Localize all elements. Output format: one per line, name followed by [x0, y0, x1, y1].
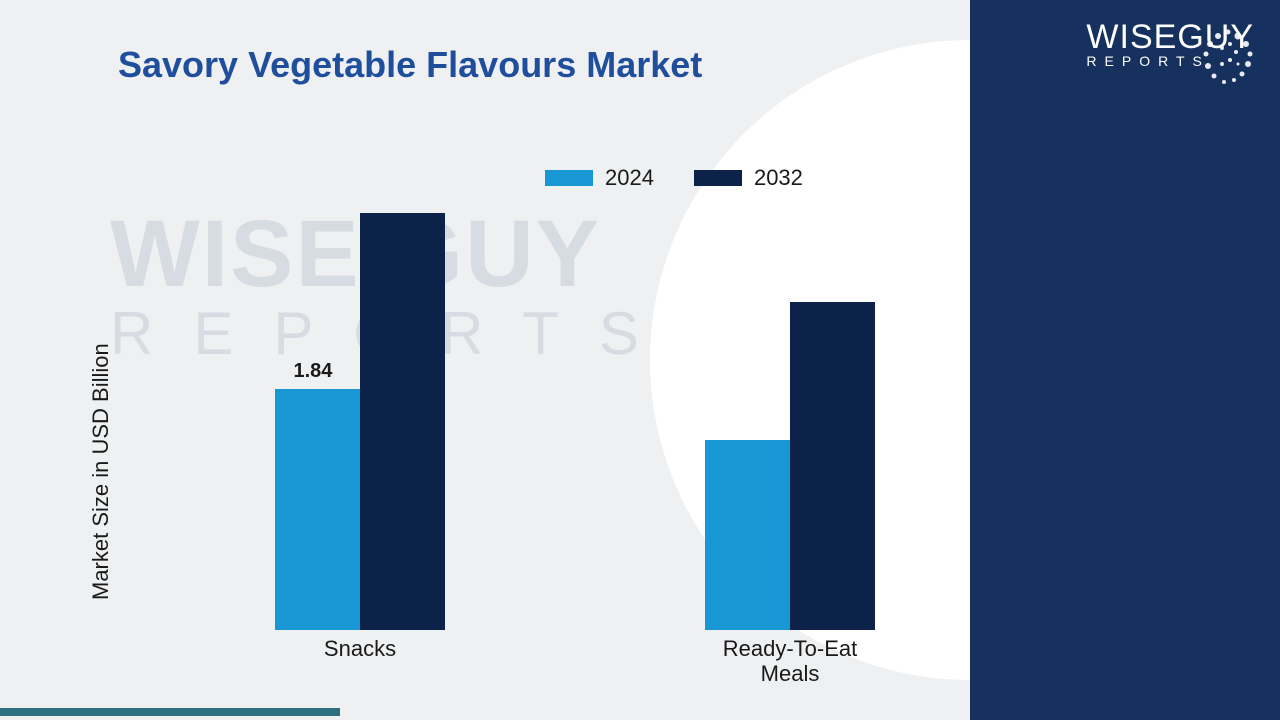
bar [275, 389, 360, 631]
chart-title: Savory Vegetable Flavours Market [118, 44, 702, 86]
bar-value-label: 1.84 [294, 360, 333, 383]
legend: 2024 2032 [545, 165, 803, 191]
bar [790, 302, 875, 630]
plot-area: 1.84Snacks Ready-To-EatMeals [130, 210, 990, 630]
x-axis-label: Snacks [250, 630, 470, 661]
brand-logo: WISEGUY REPORTS [1086, 18, 1254, 69]
legend-item-2024: 2024 [545, 165, 654, 191]
brand-head-icon [1200, 24, 1260, 94]
y-axis-label: Market Size in USD Billion [88, 343, 114, 600]
brand-logo-word1: WISE [1086, 18, 1177, 56]
legend-swatch-2032 [694, 170, 742, 186]
legend-item-2032: 2032 [694, 165, 803, 191]
x-axis-label: Ready-To-EatMeals [680, 630, 900, 687]
bar [705, 440, 790, 630]
bar-group: Ready-To-EatMeals [705, 210, 875, 630]
legend-label-2032: 2032 [754, 165, 803, 191]
bar-group: 1.84Snacks [275, 210, 445, 630]
chart-stage: WISE GUY REPORTS WISEGUY REPORTS Savory … [0, 0, 1280, 720]
bar [360, 213, 445, 630]
legend-swatch-2024 [545, 170, 593, 186]
bottom-accent-line [0, 708, 340, 716]
legend-label-2024: 2024 [605, 165, 654, 191]
right-brand-band [970, 0, 1280, 720]
